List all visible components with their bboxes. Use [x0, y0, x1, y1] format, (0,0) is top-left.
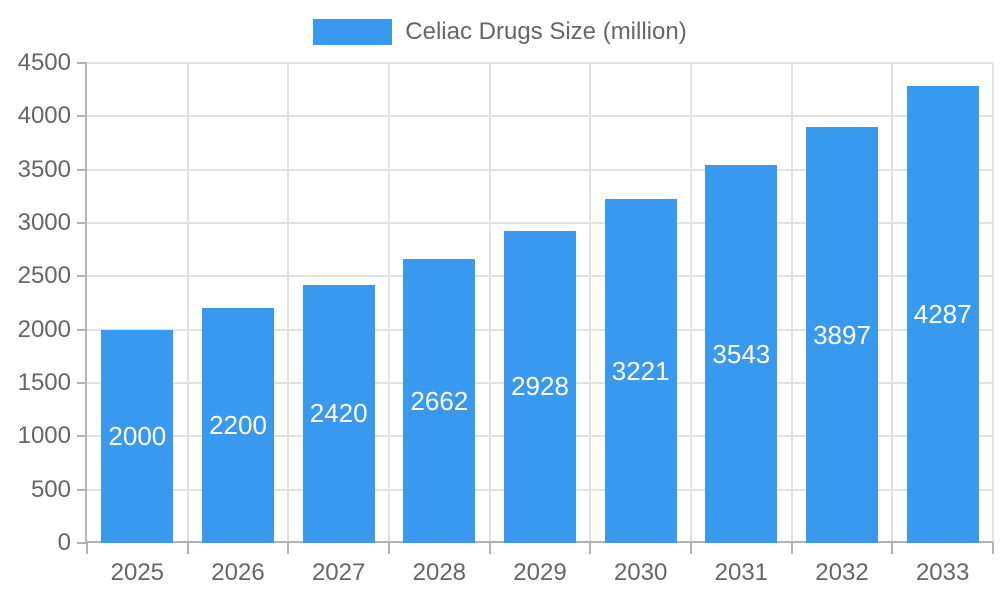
- bar-value-label: 3221: [611, 355, 670, 386]
- x-tick-label: 2033: [915, 559, 970, 586]
- x-gridline: [690, 63, 692, 543]
- bar-value-label: 4287: [913, 298, 972, 329]
- y-tick-label: 4000: [17, 102, 71, 130]
- x-gridline: [287, 63, 290, 543]
- y-axis-tick: [77, 275, 87, 278]
- x-axis-tick: [388, 543, 390, 554]
- y-gridline: [87, 168, 993, 171]
- x-gridline: [488, 63, 491, 543]
- x-tick-label: 2025: [110, 559, 165, 586]
- y-axis-tick: [77, 62, 87, 64]
- x-tick-label: 2026: [211, 559, 265, 586]
- x-tick-label: 2032: [815, 559, 869, 586]
- bar[interactable]: 3543: [705, 165, 778, 543]
- bar[interactable]: 3221: [604, 199, 677, 543]
- y-gridline: [87, 62, 993, 64]
- y-axis-tick: [77, 328, 87, 331]
- y-tick-label: 1500: [17, 369, 71, 396]
- bar[interactable]: 2928: [504, 230, 576, 543]
- x-axis-tick: [891, 543, 894, 554]
- y-tick-label: 3000: [17, 209, 71, 236]
- y-gridline: [87, 115, 993, 118]
- x-axis-tick: [690, 543, 692, 554]
- x-gridline: [891, 63, 894, 543]
- x-axis-tick: [86, 543, 88, 554]
- bar-value-label: 2662: [410, 385, 469, 416]
- x-axis-tick: [790, 543, 793, 554]
- y-axis-tick: [77, 488, 87, 491]
- bar[interactable]: 2662: [403, 259, 476, 543]
- legend-label: Celiac Drugs Size (million): [405, 18, 687, 45]
- y-tick-label: 500: [30, 475, 71, 503]
- bar-value-label: 2000: [108, 420, 167, 451]
- x-tick-label: 2027: [311, 559, 366, 586]
- bar-value-label: 3897: [813, 319, 871, 350]
- y-gridline: [87, 222, 993, 224]
- y-tick-label: 1000: [17, 422, 71, 450]
- bar-value-label: 3543: [712, 338, 771, 369]
- y-tick-label: 4500: [17, 49, 71, 76]
- y-tick-label: 2500: [17, 262, 71, 290]
- bar-value-label: 2420: [309, 398, 368, 429]
- y-axis-tick: [77, 435, 87, 438]
- x-gridline: [186, 63, 189, 543]
- bar[interactable]: 2200: [202, 308, 274, 543]
- bar[interactable]: 2000: [101, 329, 174, 543]
- y-tick-label: 2000: [17, 315, 71, 343]
- y-axis-tick: [77, 542, 87, 544]
- y-tick-label: 0: [57, 529, 71, 556]
- x-axis-tick: [488, 543, 491, 554]
- y-axis-tick: [77, 115, 87, 118]
- bar-value-label: 2200: [209, 410, 267, 441]
- x-gridline: [790, 63, 793, 543]
- y-axis-tick: [77, 168, 87, 171]
- x-tick-label: 2029: [513, 559, 567, 586]
- y-axis-tick: [77, 222, 87, 224]
- y-tick-label: 3500: [17, 155, 71, 183]
- bar[interactable]: 4287: [906, 85, 979, 543]
- x-gridline: [388, 63, 390, 543]
- x-axis-tick: [992, 543, 994, 554]
- bar[interactable]: 2420: [302, 284, 375, 543]
- x-tick-label: 2031: [714, 559, 769, 586]
- y-axis-tick: [77, 382, 87, 384]
- legend-item[interactable]: Celiac Drugs Size (million): [313, 18, 687, 46]
- x-gridline: [589, 63, 592, 543]
- x-tick-label: 2028: [412, 559, 467, 586]
- x-axis-tick: [589, 543, 592, 554]
- bar-value-label: 2928: [511, 371, 569, 402]
- legend: Celiac Drugs Size (million): [0, 18, 1000, 46]
- bar[interactable]: 3897: [806, 127, 878, 543]
- x-tick-label: 2030: [613, 559, 668, 586]
- x-axis-tick: [287, 543, 290, 554]
- y-axis-line: [85, 63, 87, 543]
- x-gridline: [992, 63, 994, 543]
- x-axis-tick: [186, 543, 189, 554]
- legend-swatch: [313, 19, 393, 45]
